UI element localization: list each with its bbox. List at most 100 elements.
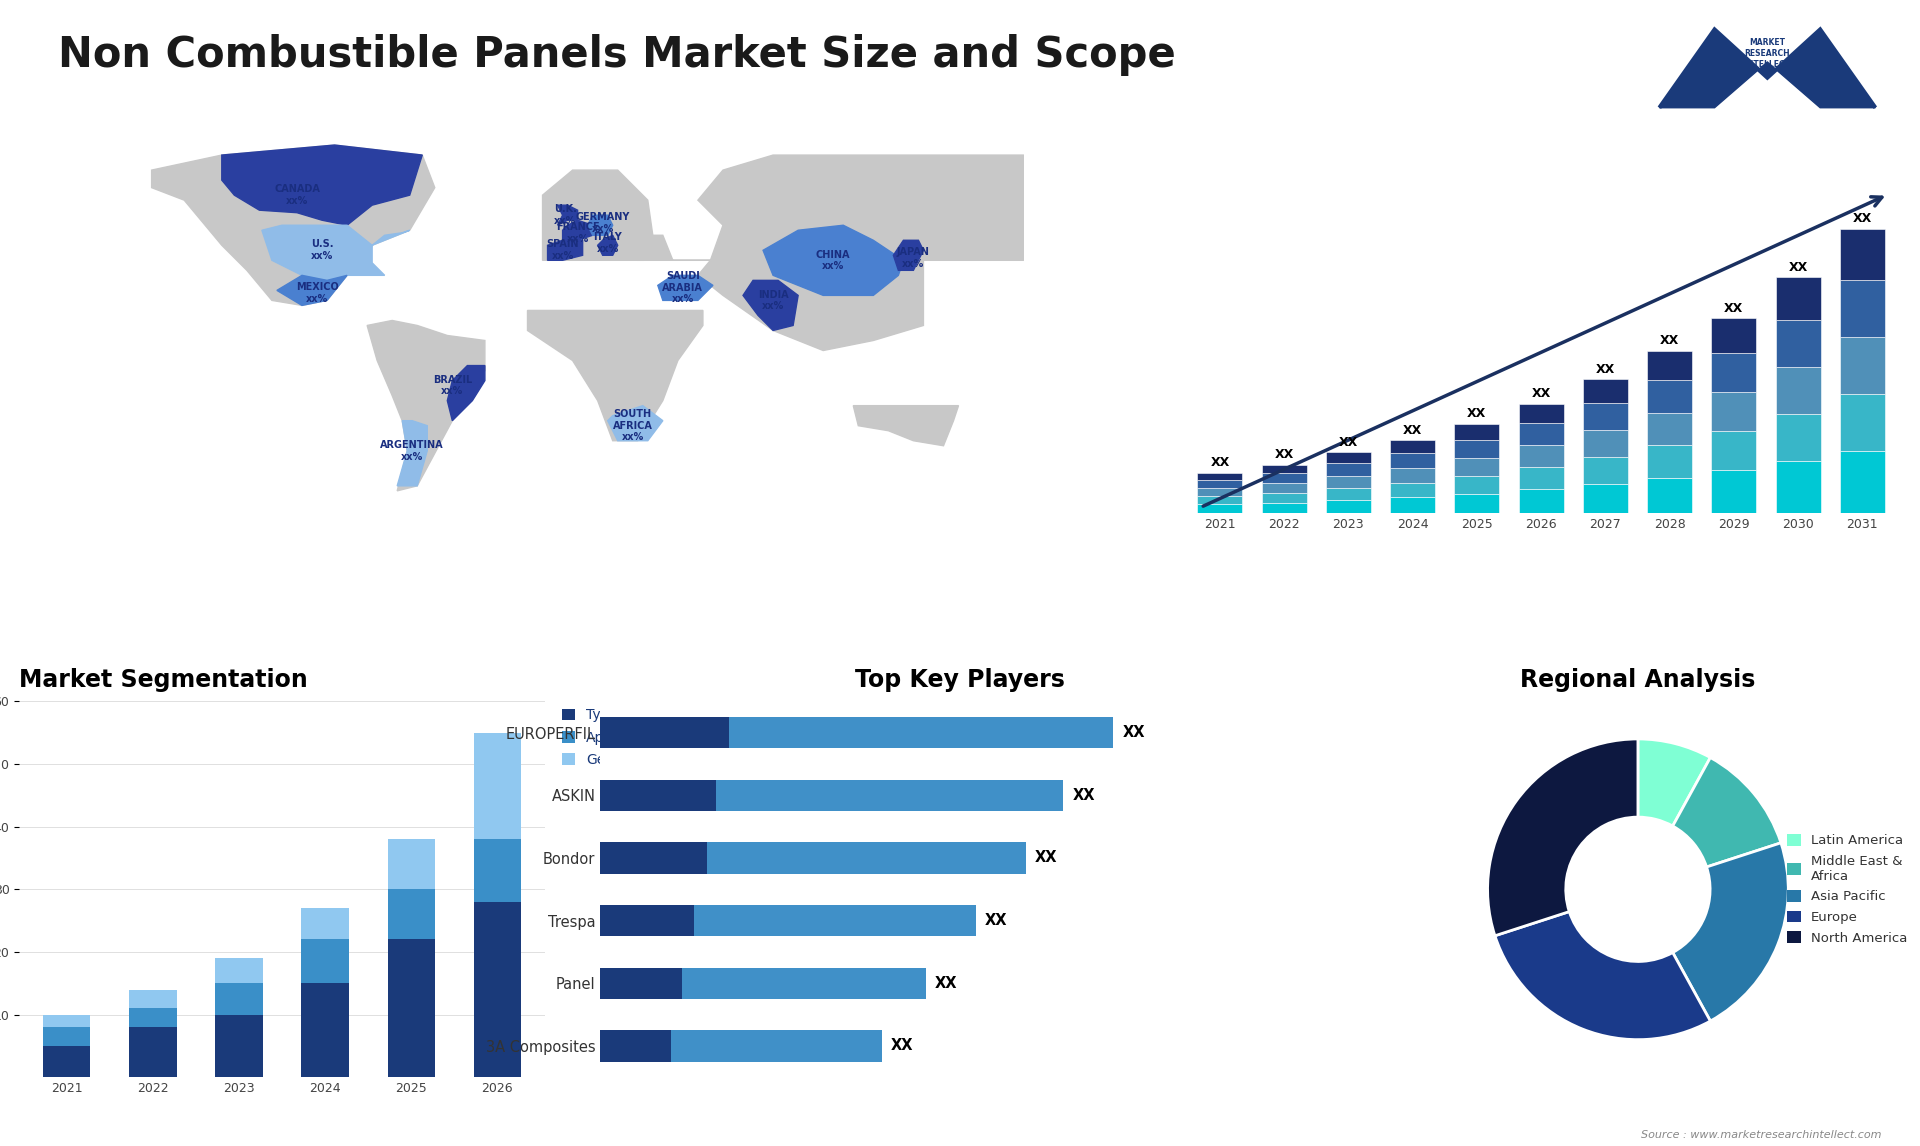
Text: CHINA
xx%: CHINA xx% [816, 250, 851, 272]
Bar [1711, 319, 1757, 353]
Text: GERMANY
xx%: GERMANY xx% [576, 212, 630, 234]
Bar [1776, 462, 1820, 513]
Bar [1647, 351, 1692, 380]
Text: ITALY
xx%: ITALY xx% [593, 231, 622, 253]
Title: Top Key Players: Top Key Players [854, 668, 1066, 692]
Bar [215, 1014, 263, 1077]
Text: Source : www.marketresearchintellect.com: Source : www.marketresearchintellect.com [1642, 1130, 1882, 1140]
Text: BRAZIL
xx%: BRAZIL xx% [432, 375, 472, 397]
Bar [1647, 445, 1692, 478]
Text: XX: XX [985, 913, 1008, 928]
Text: MARKET
RESEARCH
INTELLECT: MARKET RESEARCH INTELLECT [1745, 38, 1789, 69]
Bar [716, 779, 1064, 811]
Bar [474, 732, 520, 839]
Bar [42, 1046, 90, 1077]
Text: XX: XX [1275, 448, 1294, 461]
Bar [1519, 403, 1563, 423]
Bar [388, 940, 436, 1077]
Bar [388, 839, 436, 889]
Polygon shape [637, 155, 1023, 260]
Text: XX: XX [1853, 212, 1872, 226]
Bar [1839, 394, 1885, 450]
Title: Regional Analysis: Regional Analysis [1521, 668, 1755, 692]
Text: XX: XX [1661, 335, 1680, 347]
Bar [1776, 415, 1820, 462]
Text: XX: XX [1035, 850, 1058, 865]
Polygon shape [588, 215, 612, 235]
Bar [42, 1027, 90, 1046]
Text: XX: XX [1532, 387, 1551, 400]
Bar [1453, 440, 1500, 458]
Bar [1390, 468, 1434, 482]
Bar [601, 905, 695, 936]
Bar [1261, 464, 1308, 473]
Bar [1453, 424, 1500, 440]
Wedge shape [1488, 739, 1638, 936]
Text: XX: XX [1467, 408, 1486, 421]
Bar [1261, 484, 1308, 493]
Text: XX: XX [891, 1038, 914, 1053]
Bar [301, 940, 349, 983]
Text: XX: XX [1404, 424, 1423, 437]
Bar [1261, 503, 1308, 513]
Bar [1390, 482, 1434, 497]
Polygon shape [261, 226, 409, 281]
Bar [1198, 480, 1242, 488]
Text: MEXICO
xx%: MEXICO xx% [296, 282, 338, 304]
Polygon shape [547, 241, 582, 260]
Polygon shape [367, 321, 486, 490]
Bar [215, 983, 263, 1014]
Text: SOUTH
AFRICA
xx%: SOUTH AFRICA xx% [612, 409, 653, 442]
Text: XX: XX [1596, 363, 1615, 376]
Bar [601, 1030, 670, 1061]
Bar [1839, 337, 1885, 394]
Bar [1327, 463, 1371, 476]
Polygon shape [893, 241, 924, 270]
Bar [1582, 403, 1628, 430]
Polygon shape [609, 406, 662, 441]
Polygon shape [528, 311, 703, 441]
Polygon shape [557, 205, 578, 226]
Polygon shape [852, 406, 958, 446]
Bar [1582, 430, 1628, 457]
Polygon shape [1659, 30, 1876, 108]
Bar [1453, 458, 1500, 476]
Bar [1839, 450, 1885, 513]
Bar [1390, 454, 1434, 468]
Text: CANADA
xx%: CANADA xx% [275, 185, 321, 206]
Text: XX: XX [1210, 456, 1229, 470]
Polygon shape [659, 275, 712, 300]
Bar [1261, 473, 1308, 484]
Bar [1261, 493, 1308, 503]
Polygon shape [697, 260, 924, 351]
Bar [728, 717, 1114, 748]
Bar [1647, 478, 1692, 513]
Polygon shape [447, 366, 486, 421]
Bar [474, 902, 520, 1077]
Text: XX: XX [1123, 725, 1144, 740]
Bar [601, 842, 707, 873]
Bar [1776, 277, 1820, 320]
Polygon shape [223, 146, 422, 226]
Bar [1776, 320, 1820, 367]
Bar [707, 842, 1025, 873]
Bar [1582, 484, 1628, 513]
Text: U.K.
xx%: U.K. xx% [553, 204, 576, 226]
Bar [1839, 280, 1885, 337]
Bar [1582, 457, 1628, 484]
Bar [1519, 423, 1563, 446]
Bar [301, 908, 349, 940]
Bar [129, 1008, 177, 1027]
Bar [1711, 471, 1757, 513]
Wedge shape [1672, 758, 1782, 868]
Bar [474, 839, 520, 902]
Bar [388, 889, 436, 940]
Polygon shape [762, 226, 904, 296]
Bar [1711, 392, 1757, 431]
Bar [1453, 494, 1500, 513]
Text: JAPAN
xx%: JAPAN xx% [897, 248, 929, 268]
Bar [670, 1030, 881, 1061]
Polygon shape [563, 220, 593, 241]
Legend: Latin America, Middle East &
Africa, Asia Pacific, Europe, North America: Latin America, Middle East & Africa, Asi… [1788, 834, 1907, 944]
Text: Non Combustible Panels Market Size and Scope: Non Combustible Panels Market Size and S… [58, 34, 1175, 77]
